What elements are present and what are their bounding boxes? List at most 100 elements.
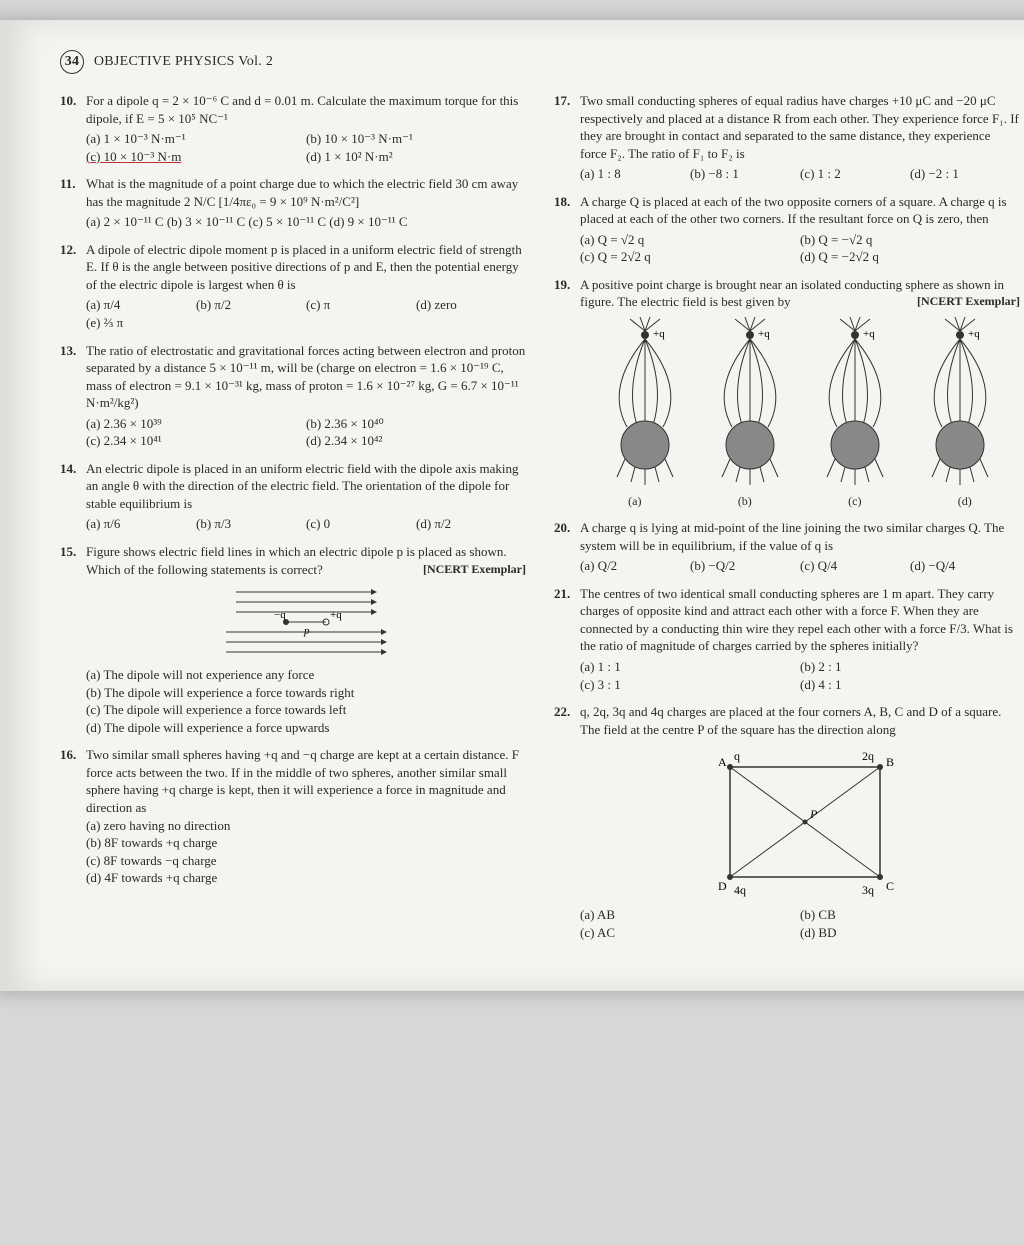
q-num: 21.: [554, 585, 580, 693]
question-10: 10. For a dipole q = 2 × 10⁻⁶ C and d = …: [60, 92, 526, 165]
svg-text:−q: −q: [274, 609, 286, 621]
svg-text:4q: 4q: [734, 883, 746, 897]
q-num: 14.: [60, 460, 86, 533]
opt-b: (b) Q = −√2 q: [800, 231, 1020, 249]
question-13: 13. The ratio of electrostatic and gravi…: [60, 342, 526, 450]
opt-d: (d) BD: [800, 924, 1020, 942]
opt-c: (c) AC: [580, 924, 800, 942]
left-column: 10. For a dipole q = 2 × 10⁻⁶ C and d = …: [60, 92, 526, 951]
svg-text:D: D: [718, 879, 727, 893]
opt-d: (d) 4 : 1: [800, 676, 1020, 694]
q-text: A dipole of electric dipole moment p is …: [86, 242, 522, 292]
opt-c: (c) 3 : 1: [580, 676, 800, 694]
opt-b: (b) 2.36 × 10⁴⁰: [306, 415, 526, 433]
opt-c: (c) 10 × 10⁻³ N·m: [86, 148, 306, 166]
opt-c: (c): [848, 493, 861, 509]
opt-b: (b) π/2: [196, 296, 306, 314]
ncert-tag: [NCERT Exemplar]: [423, 561, 526, 577]
question-14: 14. An electric dipole is placed in an u…: [60, 460, 526, 533]
q-text: A charge Q is placed at each of the two …: [580, 194, 1007, 227]
opt-d: (d) The dipole will experience a force u…: [86, 719, 526, 737]
opt-a: (a) Q = √2 q: [580, 231, 800, 249]
opt-d: (d) −2 : 1: [910, 165, 1020, 183]
svg-text:B: B: [886, 755, 894, 769]
sphere-field-diagram: +q: [590, 317, 1010, 487]
opt-b: (b) The dipole will experience a force t…: [86, 684, 526, 702]
opt-d: (d) π/2: [416, 515, 526, 533]
question-16: 16. Two similar small spheres having +q …: [60, 746, 526, 886]
q-num: 20.: [554, 519, 580, 575]
question-22: 22. q, 2q, 3q and 4q charges are placed …: [554, 703, 1020, 941]
svg-text:q: q: [734, 749, 740, 763]
opt-d: (d) 1 × 10² N·m²: [306, 148, 526, 166]
opt-d: (d) 4F towards +q charge: [86, 869, 526, 887]
q-text: Two small conducting spheres of equal ra…: [580, 93, 1019, 161]
q-text: The ratio of electrostatic and gravitati…: [86, 343, 525, 411]
opt-c: (c) The dipole will experience a force t…: [86, 701, 526, 719]
opt-d: (d) Q = −2√2 q: [800, 248, 1020, 266]
opt-a: (a) 1 : 1: [580, 658, 800, 676]
q-text: A charge q is lying at mid-point of the …: [580, 520, 1004, 553]
opt-b: (b) 2 : 1: [800, 658, 1020, 676]
opt-b: (b) −Q/2: [690, 557, 800, 575]
opt-d: (d) 2.34 × 10⁴²: [306, 432, 526, 450]
ncert-tag: [NCERT Exemplar]: [917, 293, 1020, 309]
book-title: OBJECTIVE PHYSICS Vol. 2: [94, 54, 273, 69]
opt-a: (a) 1 : 8: [580, 165, 690, 183]
opt-d: (d) zero: [416, 296, 526, 314]
opt-a: (a) 2 × 10⁻¹¹ C: [86, 214, 164, 229]
opt-b: (b): [738, 493, 752, 509]
right-column: 17. Two small conducting spheres of equa…: [554, 92, 1020, 951]
question-19: 19. A positive point charge is brought n…: [554, 276, 1020, 509]
svg-text:A: A: [718, 755, 727, 769]
opt-b: (b) −8 : 1: [690, 165, 800, 183]
svg-text:C: C: [886, 879, 894, 893]
opt-a: (a) Q/2: [580, 557, 690, 575]
columns: 10. For a dipole q = 2 × 10⁻⁶ C and d = …: [60, 92, 1020, 951]
opt-c: (c) Q/4: [800, 557, 910, 575]
opt-c: (c) 1 : 2: [800, 165, 910, 183]
opt-b: (b) 3 × 10⁻¹¹ C: [167, 214, 245, 229]
opt-a: (a) zero having no direction: [86, 817, 526, 835]
q-num: 10.: [60, 92, 86, 165]
q-text: q, 2q, 3q and 4q charges are placed at t…: [580, 704, 1001, 737]
opt-e: (e) ⅔ π: [86, 315, 123, 330]
field-lines-diagram: −q +q p: [196, 582, 416, 662]
opt-a: (a) AB: [580, 906, 800, 924]
opt-d: (d) −Q/4: [910, 557, 1020, 575]
q-num: 13.: [60, 342, 86, 450]
svg-text:+q: +q: [653, 328, 665, 340]
square-diagram: A q B 2q D 4q C 3q P: [690, 742, 910, 902]
svg-text:+q: +q: [330, 609, 342, 621]
opt-c: (c) 2.34 × 10⁴¹: [86, 432, 306, 450]
svg-text:2q: 2q: [862, 749, 874, 763]
opt-c: (c) 0: [306, 515, 416, 533]
question-20: 20. A charge q is lying at mid-point of …: [554, 519, 1020, 575]
q-num: 16.: [60, 746, 86, 886]
q-text: Two similar small spheres having +q and …: [86, 747, 519, 815]
opt-b: (b) 8F towards +q charge: [86, 834, 526, 852]
opt-a: (a) 2.36 × 10³⁹: [86, 415, 306, 433]
opt-c: (c) Q = 2√2 q: [580, 248, 800, 266]
page-header: 34 OBJECTIVE PHYSICS Vol. 2: [60, 50, 1020, 74]
question-18: 18. A charge Q is placed at each of the …: [554, 193, 1020, 266]
q-num: 11.: [60, 175, 86, 231]
q-text: The centres of two identical small condu…: [580, 586, 1013, 654]
question-12: 12. A dipole of electric dipole moment p…: [60, 241, 526, 332]
opt-c: (c) 8F towards −q charge: [86, 852, 526, 870]
opt-a: (a): [628, 493, 641, 509]
svg-text:p: p: [303, 625, 310, 637]
question-21: 21. The centres of two identical small c…: [554, 585, 1020, 693]
q-num: 12.: [60, 241, 86, 332]
question-15: 15. Figure shows electric field lines in…: [60, 543, 526, 736]
opt-c: (c) π: [306, 296, 416, 314]
opt-a: (a) 1 × 10⁻³ N·m⁻¹: [86, 130, 306, 148]
page-number: 34: [60, 50, 84, 74]
page: 34 OBJECTIVE PHYSICS Vol. 2 10. For a di…: [0, 20, 1024, 991]
q-num: 17.: [554, 92, 580, 183]
q-text: For a dipole q = 2 × 10⁻⁶ C and d = 0.01…: [86, 93, 518, 126]
q-text: What is the magnitude of a point charge …: [86, 176, 518, 209]
q-num: 22.: [554, 703, 580, 941]
q-num: 19.: [554, 276, 580, 509]
opt-b: (b) π/3: [196, 515, 306, 533]
